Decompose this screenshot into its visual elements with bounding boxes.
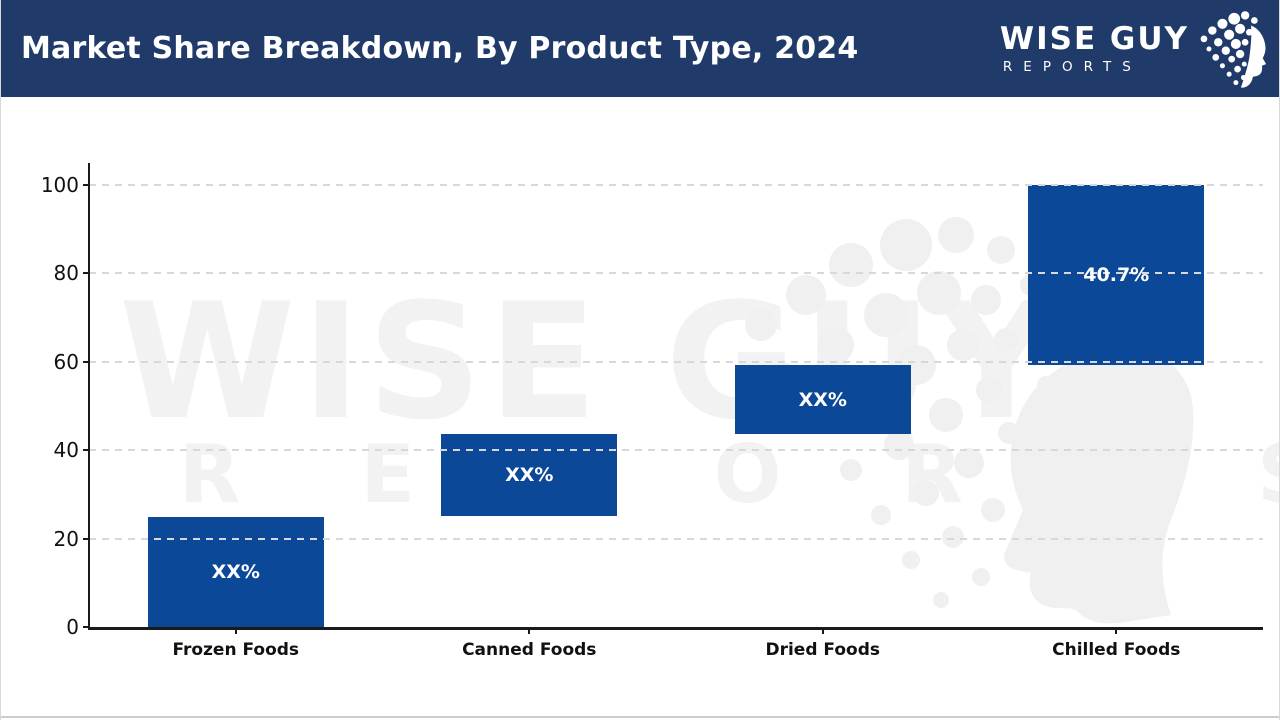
y-axis-line [88,163,90,630]
x-axis-line [88,627,1263,630]
y-tick-label: 100 [40,173,79,197]
wiseguy-head-watermark-icon [745,217,1194,624]
y-tick-label: 40 [53,438,79,463]
brand-logo: WISE GUY REPORTS [1000,6,1269,92]
x-tick-mark [528,627,531,634]
brand-name: WISE GUY [999,21,1189,58]
y-tick-mark [83,537,89,540]
gridline [89,360,1263,363]
y-tick-mark [83,360,89,363]
x-category-label: Canned Foods [462,640,597,660]
y-tick-mark [83,626,89,628]
bar-value-label: 40.7% [1083,263,1150,286]
header-bar: Market Share Breakdown, By Product Type,… [1,0,1279,97]
bar-segment [441,434,618,517]
page-title: Market Share Breakdown, By Product Type,… [21,31,859,66]
bar-value-label: XX% [798,388,847,411]
x-category-label: Frozen Foods [172,640,300,660]
gridline [89,449,1263,452]
bottom-border-line [1,716,1279,718]
y-tick-mark [83,184,89,186]
bar-segment [1028,185,1205,365]
y-tick-label: 60 [53,349,79,374]
y-tick-label: 80 [53,261,79,286]
gridline [89,184,1263,186]
bar-value-label: XX% [505,464,554,487]
y-tick-mark [83,272,89,275]
brand-subname: REPORTS [1002,58,1142,75]
gridline [89,537,1263,540]
y-tick-label: 0 [66,615,79,639]
y-tick-label: 20 [53,526,79,551]
x-tick-mark [234,627,237,634]
x-category-label: Chilled Foods [1052,640,1181,660]
bar-segment [734,364,911,435]
brand-wordmark: WISE GUY REPORTS [1000,23,1189,75]
gridline [89,272,1263,275]
y-tick-mark [83,449,89,452]
bar-value-label: XX% [211,560,260,583]
wiseguy-head-icon [1200,11,1267,88]
x-category-label: Dried Foods [765,640,880,660]
x-tick-mark [1115,627,1118,634]
bar-segment [147,516,324,627]
x-tick-mark [821,627,824,634]
